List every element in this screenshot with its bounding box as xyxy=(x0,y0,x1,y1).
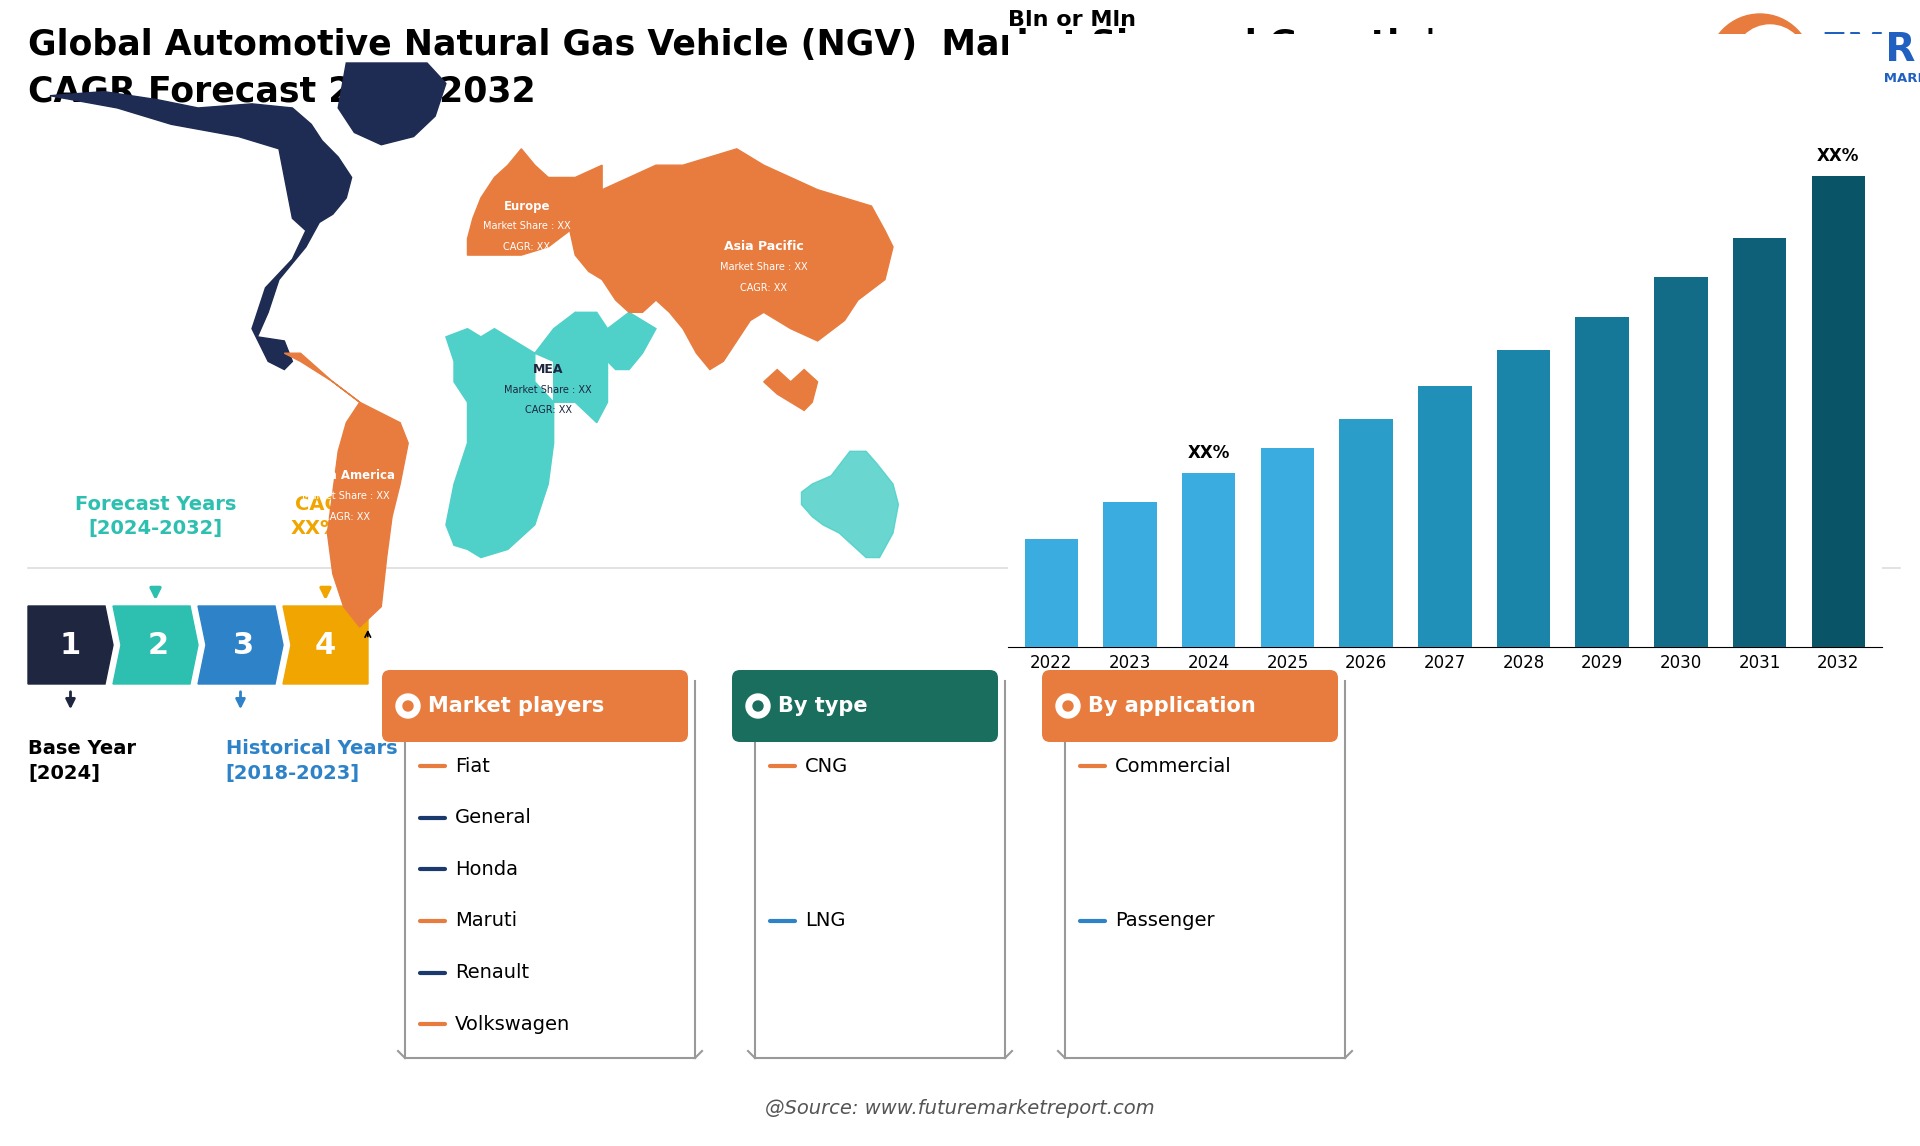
Circle shape xyxy=(747,694,770,719)
Text: Base Year: Base Year xyxy=(29,739,136,758)
FancyBboxPatch shape xyxy=(382,670,687,741)
Text: CNG: CNG xyxy=(804,756,849,776)
Text: Passenger: Passenger xyxy=(1116,911,1215,931)
Polygon shape xyxy=(282,606,369,684)
Bar xyxy=(1025,539,1077,647)
FancyBboxPatch shape xyxy=(732,670,998,741)
Text: MEA: MEA xyxy=(534,363,563,376)
Polygon shape xyxy=(198,606,282,684)
Circle shape xyxy=(1064,701,1073,711)
Text: Market Share : XX: Market Share : XX xyxy=(484,221,570,231)
Circle shape xyxy=(1056,694,1079,719)
Polygon shape xyxy=(764,369,818,410)
Text: CAGR Forecast 2024-2032: CAGR Forecast 2024-2032 xyxy=(29,74,536,108)
Text: 1: 1 xyxy=(60,630,81,659)
Polygon shape xyxy=(467,149,576,256)
Text: XX%: XX% xyxy=(1816,147,1859,165)
Bar xyxy=(1576,317,1628,647)
Text: Historical Years: Historical Years xyxy=(225,739,397,758)
FancyBboxPatch shape xyxy=(1043,670,1338,741)
Polygon shape xyxy=(549,165,603,206)
Text: Fiat: Fiat xyxy=(455,756,490,776)
Text: [2018-2023]: [2018-2023] xyxy=(225,764,359,783)
Text: CAGR: XX: CAGR: XX xyxy=(524,406,572,415)
Text: LNG: LNG xyxy=(804,911,845,931)
Bar xyxy=(1340,419,1392,647)
Bar xyxy=(1261,448,1313,647)
Circle shape xyxy=(403,701,413,711)
Text: 4: 4 xyxy=(315,630,336,659)
Bar xyxy=(1183,473,1235,647)
Text: By application: By application xyxy=(1089,696,1256,716)
Text: FMR: FMR xyxy=(1820,31,1916,69)
Text: Renault: Renault xyxy=(455,963,530,982)
Text: Volkswagen: Volkswagen xyxy=(455,1015,570,1034)
Circle shape xyxy=(396,694,420,719)
Text: CAGR: XX: CAGR: XX xyxy=(202,234,248,244)
Text: XX%: XX% xyxy=(1187,445,1231,463)
Polygon shape xyxy=(29,606,113,684)
Polygon shape xyxy=(50,92,351,369)
Polygon shape xyxy=(576,313,657,369)
Text: @Source: www.futuremarketreport.com: @Source: www.futuremarketreport.com xyxy=(766,1099,1154,1118)
Text: Market players: Market players xyxy=(428,696,605,716)
Bar xyxy=(1498,350,1549,647)
Text: By type: By type xyxy=(778,696,868,716)
Polygon shape xyxy=(845,238,877,275)
Polygon shape xyxy=(338,63,445,144)
Bar xyxy=(1419,386,1471,647)
Polygon shape xyxy=(113,606,198,684)
Text: CAGR: XX: CAGR: XX xyxy=(741,283,787,292)
Text: 3: 3 xyxy=(232,630,253,659)
Text: [2024]: [2024] xyxy=(29,764,100,783)
Polygon shape xyxy=(284,353,409,627)
Text: Commercial: Commercial xyxy=(1116,756,1233,776)
Text: Asia Pacific: Asia Pacific xyxy=(724,241,804,253)
Text: Maruti: Maruti xyxy=(455,911,516,931)
Bar xyxy=(1812,175,1864,647)
Bar xyxy=(1734,237,1786,647)
Text: CAGR: XX: CAGR: XX xyxy=(323,512,371,521)
Text: Market Share : XX: Market Share : XX xyxy=(180,213,269,223)
Text: Global Automotive Natural Gas Vehicle (NGV)  Market Size and Growth |: Global Automotive Natural Gas Vehicle (N… xyxy=(29,28,1436,64)
Circle shape xyxy=(753,701,762,711)
Text: Market Share : XX: Market Share : XX xyxy=(505,385,591,395)
Text: 🔭: 🔭 xyxy=(1741,52,1759,80)
Text: CAGR: CAGR xyxy=(296,495,355,515)
Circle shape xyxy=(1734,25,1807,97)
Text: Forecast Years: Forecast Years xyxy=(75,495,236,515)
Circle shape xyxy=(1709,14,1812,118)
Polygon shape xyxy=(445,313,607,558)
Text: FUTURE MARKET REPORT: FUTURE MARKET REPORT xyxy=(1820,71,1920,85)
Text: General: General xyxy=(455,808,532,827)
Bar xyxy=(1655,277,1707,647)
Bar xyxy=(1104,502,1156,647)
Polygon shape xyxy=(570,149,893,369)
Text: 2: 2 xyxy=(148,630,169,659)
Text: Bln or Mln: Bln or Mln xyxy=(1008,10,1137,30)
Text: [2024-2032]: [2024-2032] xyxy=(88,519,223,537)
Text: CAGR: XX: CAGR: XX xyxy=(503,242,551,252)
Text: South America: South America xyxy=(298,470,396,482)
Text: Market Share : XX: Market Share : XX xyxy=(303,492,390,501)
Text: Europe: Europe xyxy=(503,199,549,212)
Text: Honda: Honda xyxy=(455,860,518,879)
Text: Market Share : XX: Market Share : XX xyxy=(720,262,808,273)
Text: XX%%: XX%% xyxy=(292,519,361,537)
Polygon shape xyxy=(801,452,899,558)
Text: North America: North America xyxy=(175,191,276,204)
